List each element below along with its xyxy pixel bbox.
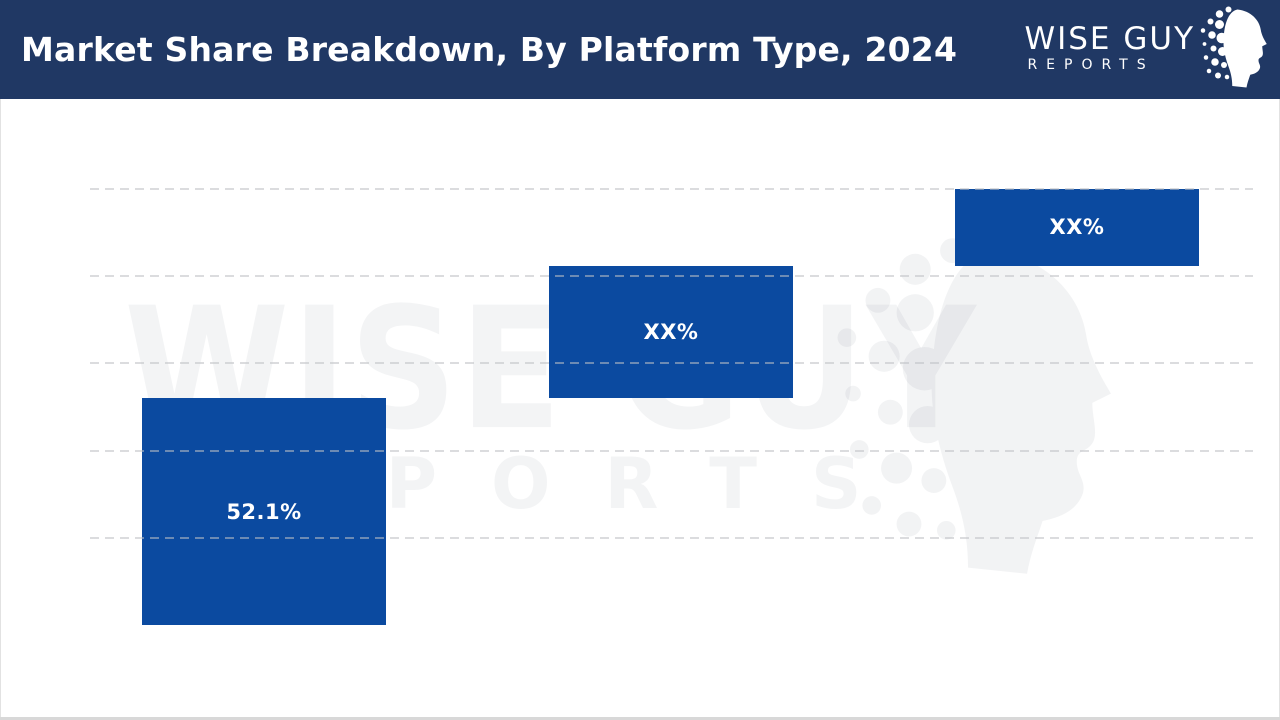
gridline-20: [90, 537, 1253, 540]
gridline-80: [90, 274, 1253, 277]
brand-logo: WISE GUY REPORTS: [1024, 5, 1272, 89]
gridline-100: [90, 187, 1253, 190]
header: Market Share Breakdown, By Platform Type…: [0, 0, 1280, 99]
bar-mobile-application: XX%: [549, 266, 793, 398]
bar-desktop-application: XX%: [955, 188, 1199, 267]
gridline-40: [90, 449, 1253, 452]
gridline-60: [90, 362, 1253, 365]
bar-value-label: XX%: [1049, 215, 1105, 240]
page-border-left: [0, 99, 1, 720]
bar-value-label: XX%: [643, 320, 699, 345]
bar-web-based: 52.1%: [142, 397, 386, 626]
bar-value-label: 52.1%: [226, 499, 302, 524]
brand-wordmark: WISE GUY REPORTS: [1024, 22, 1195, 73]
brand-face-icon: [1200, 6, 1267, 88]
brand-subtext: REPORTS: [1027, 56, 1155, 73]
brand-name-text: WISE GUY: [1024, 20, 1195, 57]
page-border-bottom: [0, 717, 1280, 720]
page-title: Market Share Breakdown, By Platform Type…: [21, 30, 958, 69]
